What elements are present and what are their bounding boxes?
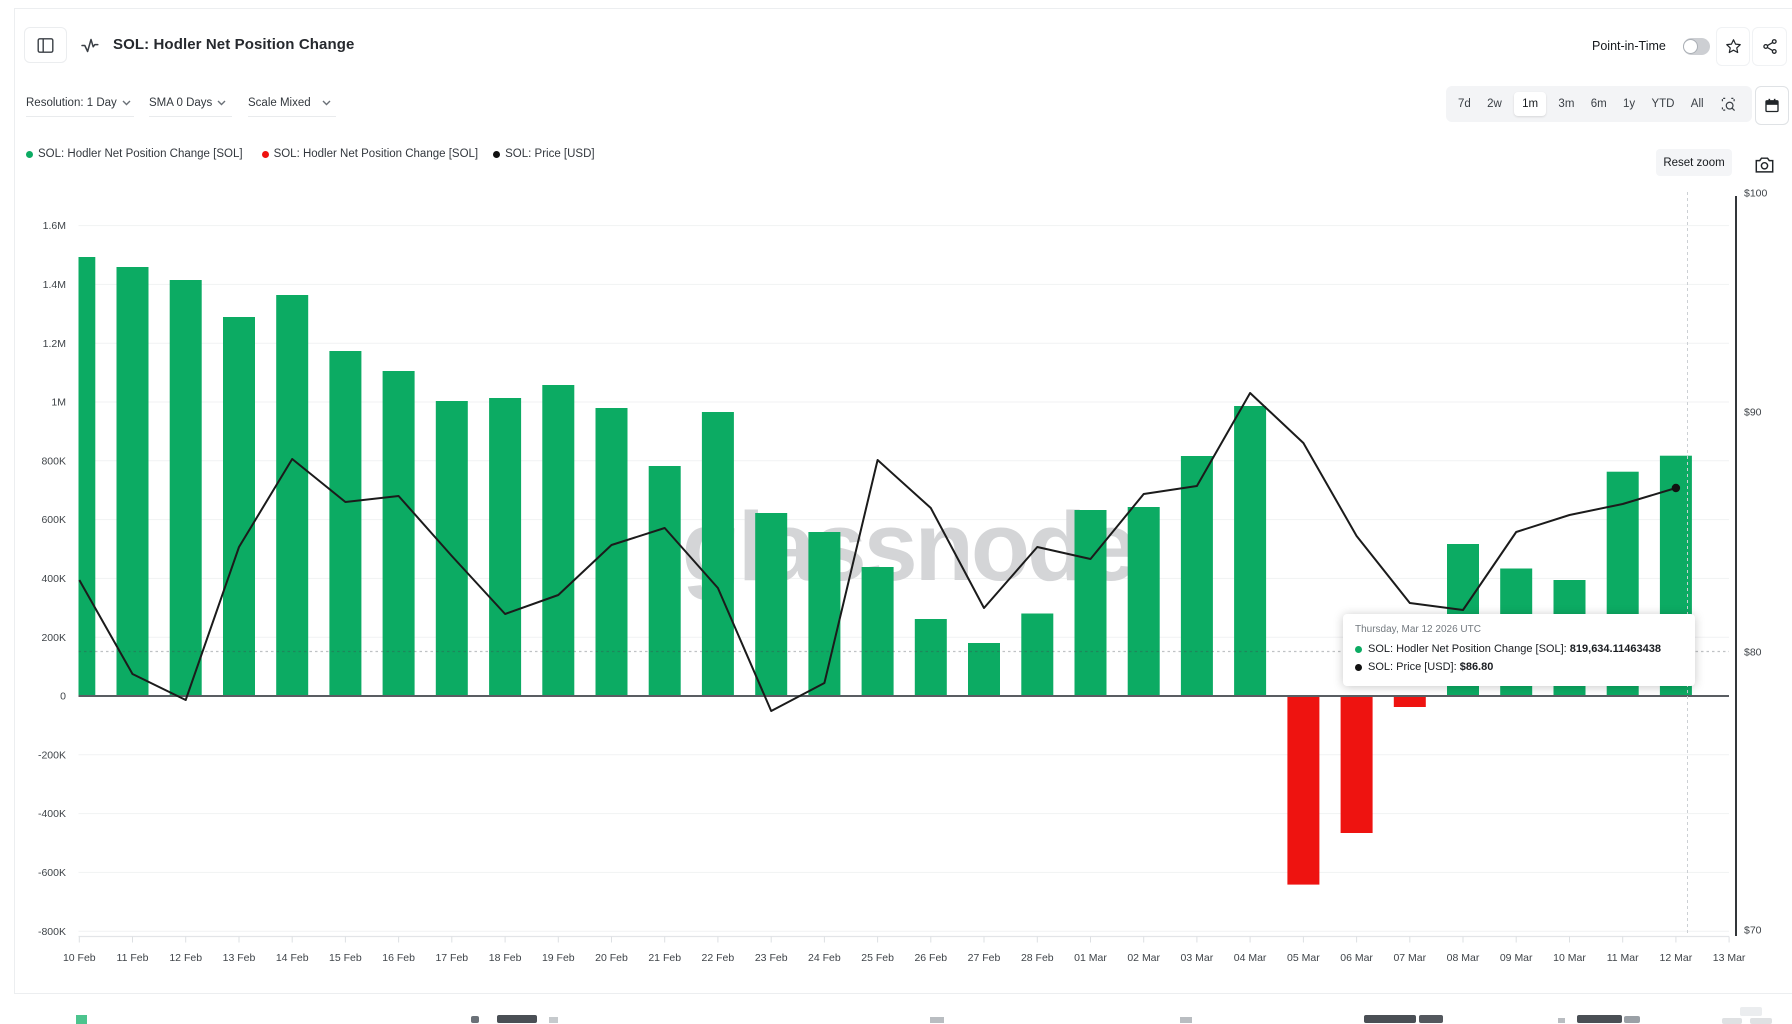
- svg-text:600K: 600K: [41, 514, 66, 526]
- svg-text:15 Feb: 15 Feb: [329, 952, 362, 964]
- svg-text:10 Feb: 10 Feb: [63, 952, 96, 964]
- svg-text:1M: 1M: [51, 397, 66, 409]
- svg-text:20 Feb: 20 Feb: [595, 952, 628, 964]
- svg-text:10 Mar: 10 Mar: [1553, 952, 1586, 964]
- svg-text:0: 0: [60, 691, 66, 703]
- svg-text:04 Mar: 04 Mar: [1234, 952, 1267, 964]
- svg-text:03 Mar: 03 Mar: [1181, 952, 1214, 964]
- svg-text:12 Mar: 12 Mar: [1660, 952, 1693, 964]
- svg-text:27 Feb: 27 Feb: [968, 952, 1001, 964]
- svg-text:200K: 200K: [41, 632, 66, 644]
- svg-text:400K: 400K: [41, 573, 66, 585]
- svg-text:$80: $80: [1744, 647, 1762, 659]
- svg-text:11 Feb: 11 Feb: [117, 952, 149, 964]
- svg-text:-200K: -200K: [38, 749, 66, 761]
- svg-text:1.6M: 1.6M: [43, 220, 66, 232]
- svg-text:18 Feb: 18 Feb: [489, 952, 522, 964]
- svg-text:800K: 800K: [41, 455, 66, 467]
- svg-text:08 Mar: 08 Mar: [1447, 952, 1480, 964]
- svg-text:13 Mar: 13 Mar: [1713, 952, 1746, 964]
- svg-text:21 Feb: 21 Feb: [648, 952, 681, 964]
- svg-text:1.2M: 1.2M: [43, 338, 66, 350]
- svg-text:07 Mar: 07 Mar: [1393, 952, 1426, 964]
- svg-text:05 Mar: 05 Mar: [1287, 952, 1320, 964]
- svg-text:17 Feb: 17 Feb: [435, 952, 468, 964]
- svg-text:$90: $90: [1744, 407, 1762, 419]
- svg-text:22 Feb: 22 Feb: [702, 952, 735, 964]
- svg-text:25 Feb: 25 Feb: [861, 952, 894, 964]
- svg-text:$100: $100: [1744, 188, 1768, 200]
- svg-text:12 Feb: 12 Feb: [169, 952, 202, 964]
- svg-text:glassnode: glassnode: [682, 492, 1135, 601]
- svg-text:26 Feb: 26 Feb: [914, 952, 947, 964]
- svg-text:28 Feb: 28 Feb: [1021, 952, 1054, 964]
- svg-text:$70: $70: [1744, 925, 1762, 937]
- svg-text:02 Mar: 02 Mar: [1127, 952, 1160, 964]
- svg-text:16 Feb: 16 Feb: [382, 952, 415, 964]
- svg-text:01 Mar: 01 Mar: [1074, 952, 1107, 964]
- svg-text:1.4M: 1.4M: [43, 279, 66, 291]
- svg-text:14 Feb: 14 Feb: [276, 952, 309, 964]
- svg-text:-400K: -400K: [38, 808, 66, 820]
- svg-text:13 Feb: 13 Feb: [223, 952, 256, 964]
- svg-text:06 Mar: 06 Mar: [1340, 952, 1373, 964]
- svg-text:19 Feb: 19 Feb: [542, 952, 575, 964]
- svg-text:23 Feb: 23 Feb: [755, 952, 788, 964]
- svg-text:11 Mar: 11 Mar: [1607, 952, 1639, 964]
- svg-text:-800K: -800K: [38, 926, 66, 938]
- svg-text:24 Feb: 24 Feb: [808, 952, 841, 964]
- svg-text:-600K: -600K: [38, 867, 66, 879]
- svg-text:09 Mar: 09 Mar: [1500, 952, 1533, 964]
